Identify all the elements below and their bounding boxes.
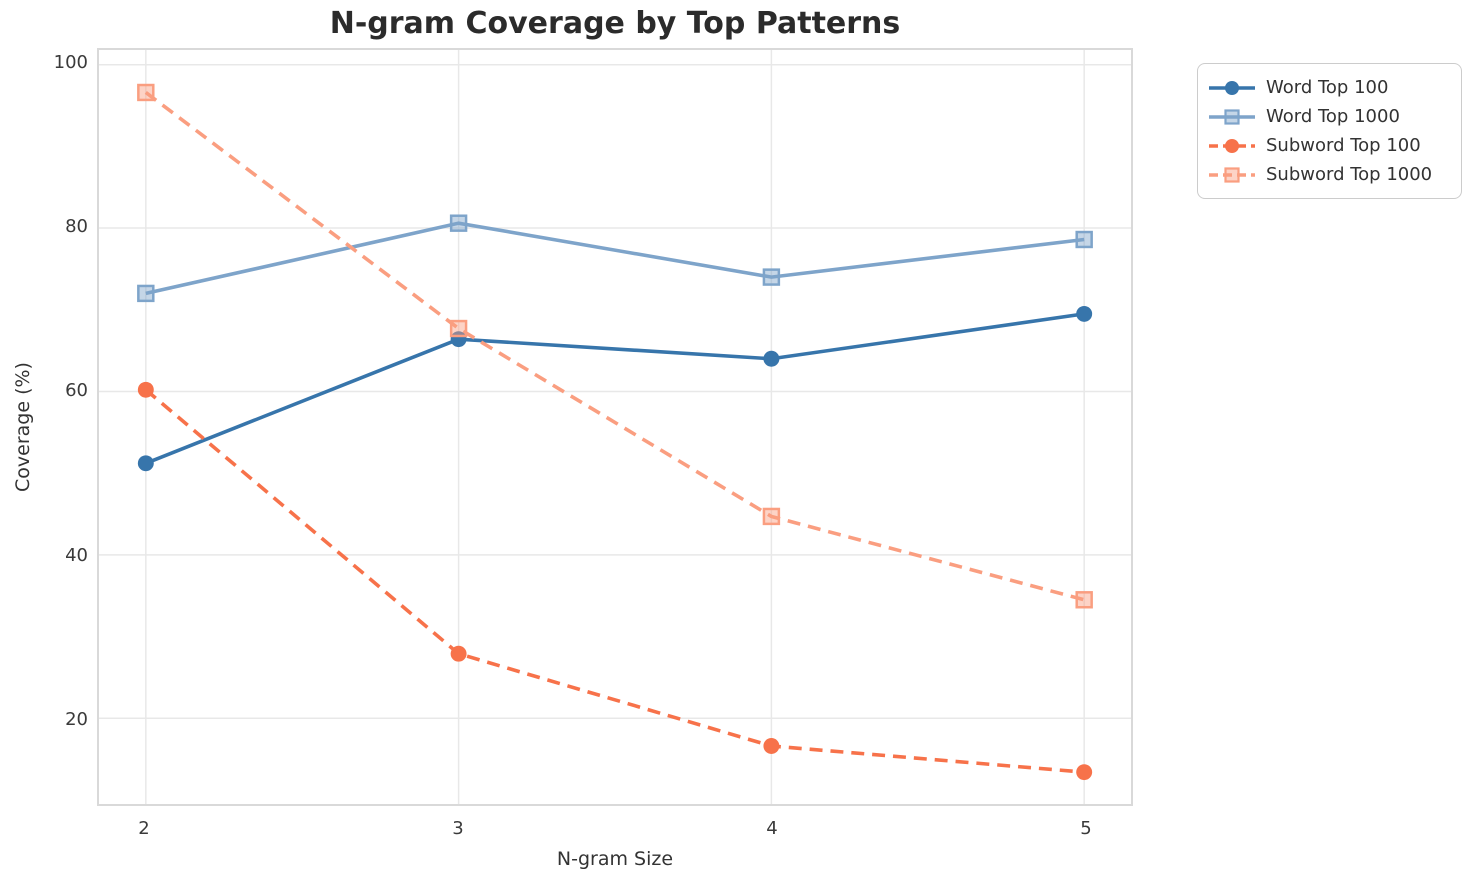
legend-marker-square (1224, 166, 1240, 183)
data-point-marker (137, 455, 154, 472)
legend-label: Subword Top 1000 (1266, 164, 1433, 185)
data-point-marker (763, 350, 780, 367)
legend-marker-square (1224, 108, 1240, 125)
legend-item: Word Top 100 (1208, 73, 1449, 102)
data-point-marker (762, 507, 781, 526)
data-point-marker (1076, 764, 1093, 781)
legend: Word Top 100 Word Top 1000 Subword Top 100… (1197, 63, 1462, 199)
data-point-marker (449, 319, 468, 338)
legend-glyph-icon (1209, 138, 1255, 153)
plot-canvas (99, 50, 1131, 804)
legend-item: Subword Top 100 (1208, 131, 1449, 160)
y-tick-label: 60 (65, 380, 88, 402)
series-line (144, 388, 1085, 774)
data-point-marker (762, 268, 781, 286)
legend-glyph-icon (1209, 166, 1255, 183)
data-point-marker (450, 645, 467, 662)
x-tick-label: 3 (452, 818, 464, 839)
data-point-marker (137, 284, 155, 303)
data-point-marker (1075, 230, 1093, 249)
y-tick-label: 80 (65, 216, 88, 238)
x-axis-label: N-gram Size (556, 848, 674, 870)
series-line (145, 312, 1085, 465)
series-line (144, 91, 1085, 602)
legend-item: Subword Top 1000 (1208, 160, 1449, 189)
legend-marker-circle (1225, 138, 1239, 153)
legend-label: Word Top 100 (1266, 77, 1389, 98)
y-tick-label: 100 (53, 51, 88, 73)
chart-title: N-gram Coverage by Top Patterns (329, 6, 901, 41)
plot-area (97, 48, 1133, 806)
data-point-marker (137, 381, 154, 398)
data-point-marker (763, 738, 780, 754)
series-line (145, 221, 1085, 296)
y-tick-label: 20 (65, 708, 88, 730)
data-point-marker (1075, 591, 1093, 609)
x-tick-label: 4 (766, 818, 778, 839)
x-tick-label: 2 (138, 818, 150, 839)
data-point-marker (449, 214, 468, 232)
legend-item: Word Top 1000 (1208, 102, 1449, 131)
data-point-marker (137, 83, 155, 102)
legend-label: Subword Top 100 (1266, 135, 1421, 156)
data-point-marker (1076, 305, 1093, 322)
x-tick-label: 5 (1080, 818, 1092, 839)
legend-glyph-icon (1209, 80, 1255, 95)
legend-label: Word Top 1000 (1266, 106, 1400, 127)
y-tick-label: 40 (65, 544, 88, 566)
legend-glyph-icon (1209, 108, 1255, 125)
legend-marker-circle (1225, 80, 1239, 95)
